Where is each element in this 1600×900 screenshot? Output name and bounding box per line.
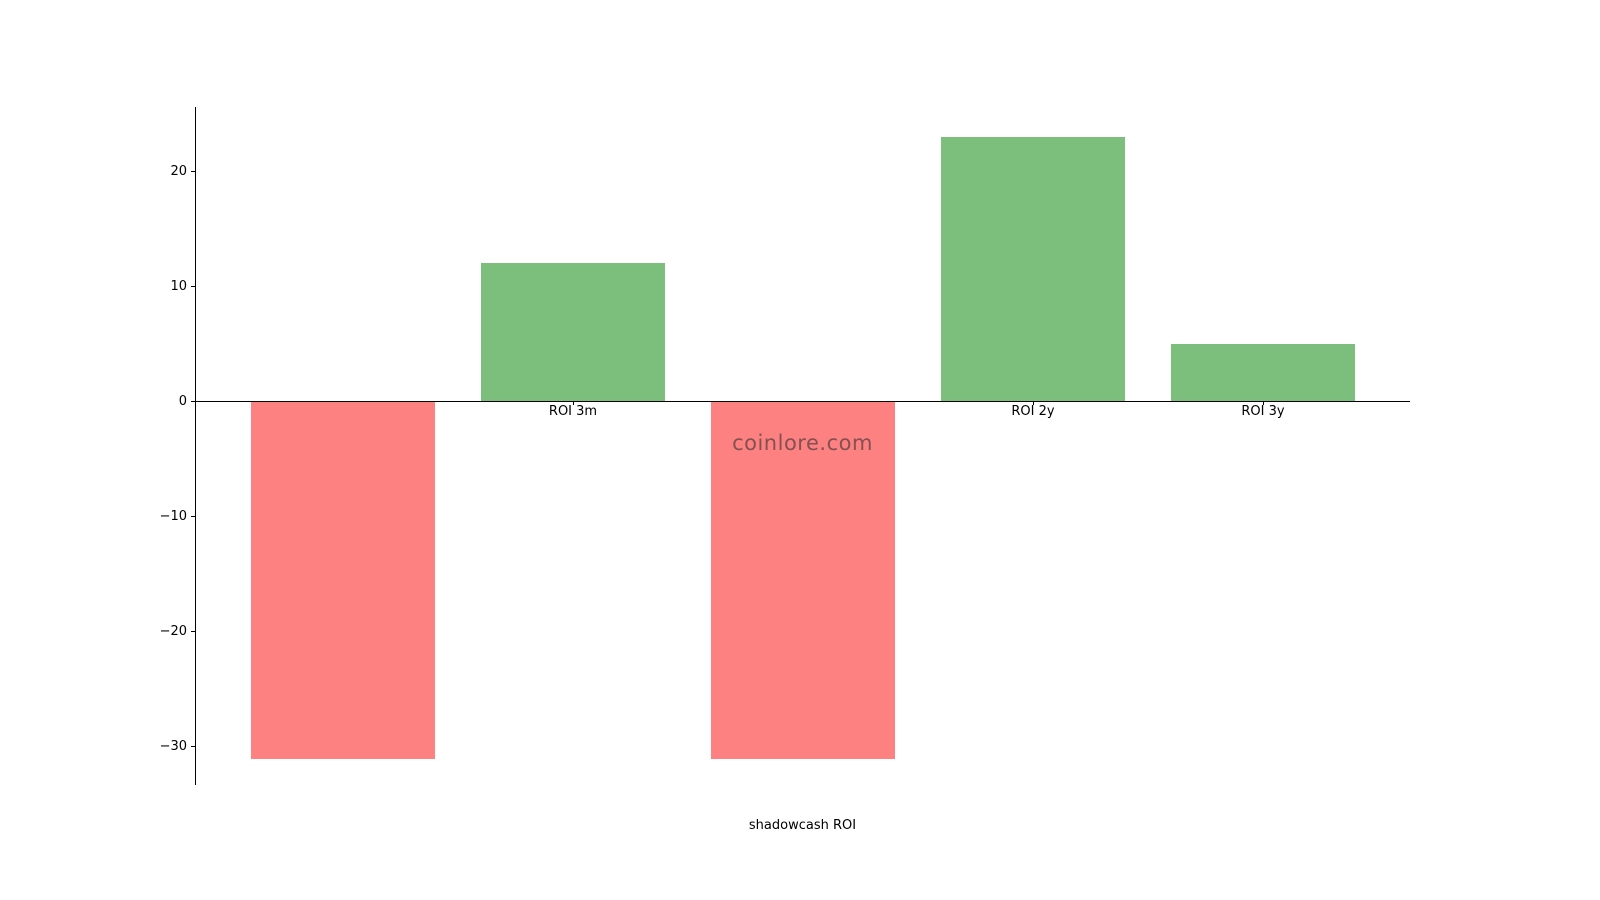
chart-area: 20 10 0 −10 −20 −30 ROI 3m ROI 2y ROI 3y coinlo… [160, 107, 1410, 833]
y-tick-mark [191, 631, 195, 632]
x-tick-label: ROI 3y [1241, 404, 1285, 419]
y-tick-label: 0 [178, 394, 187, 409]
y-tick-mark [191, 516, 195, 517]
bar-unlabeled-2 [711, 402, 895, 759]
bar-roi-2y [941, 136, 1125, 402]
y-tick-mark [191, 171, 195, 172]
y-tick-label: −30 [159, 739, 187, 754]
bar-roi-3y [1171, 343, 1355, 402]
y-tick-label: −10 [159, 509, 187, 524]
x-tick-mark [573, 401, 574, 405]
bar-unlabeled-0 [251, 402, 435, 759]
y-tick-label: −20 [159, 624, 187, 639]
x-tick-mark [1263, 401, 1264, 405]
x-axis-title: shadowcash ROI [748, 818, 857, 833]
watermark-text: coinlore.com [732, 431, 873, 455]
x-tick-mark [1033, 401, 1034, 405]
y-tick-label: 10 [170, 279, 187, 294]
x-axis-zero-line [195, 401, 1410, 402]
x-tick-label: ROI 3m [548, 404, 598, 419]
y-tick-mark [191, 401, 195, 402]
y-axis-spine [195, 107, 196, 785]
bar-roi-3m [481, 263, 665, 401]
x-tick-label: ROI 2y [1011, 404, 1055, 419]
y-tick-label: 20 [170, 164, 187, 179]
y-tick-mark [191, 746, 195, 747]
y-tick-mark [191, 286, 195, 287]
